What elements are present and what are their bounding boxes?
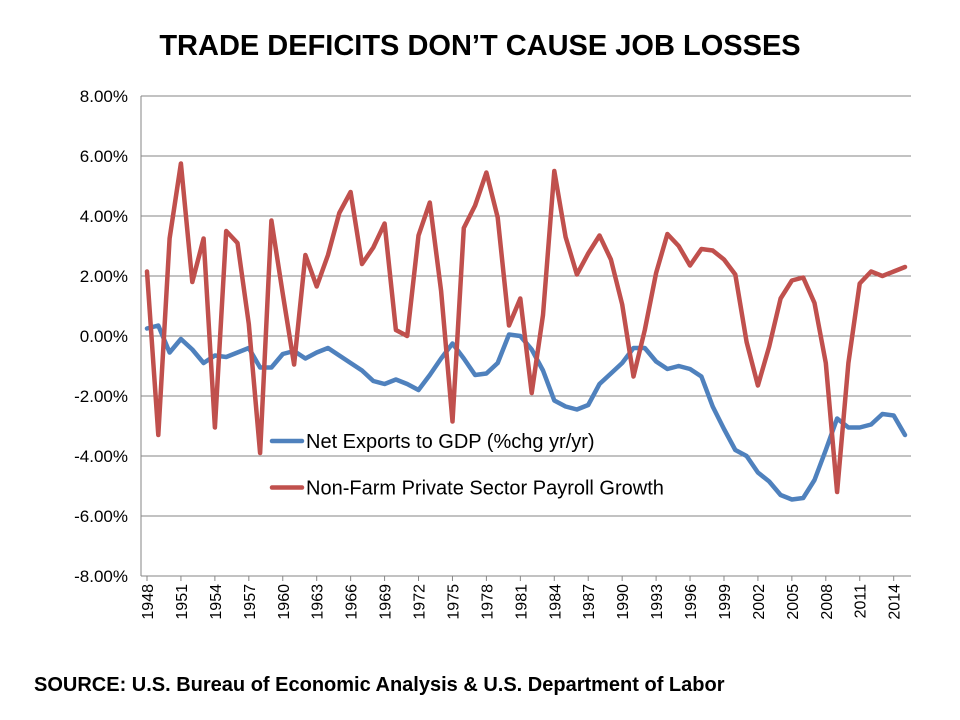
x-tick-label: 1975	[445, 584, 462, 620]
legend-label: Net Exports to GDP (%chg yr/yr)	[306, 431, 595, 453]
x-tick-label: 1984	[547, 584, 564, 620]
series-line-2	[144, 161, 908, 495]
y-tick-label: -2.00%	[74, 387, 128, 406]
y-tick-label: -6.00%	[74, 507, 128, 526]
x-tick-label: 2005	[785, 584, 802, 620]
y-tick-label: 8.00%	[80, 87, 128, 106]
x-tick-label: 1948	[140, 584, 157, 620]
x-tick-label: 1954	[208, 584, 225, 620]
x-tick-label: 1996	[683, 584, 700, 620]
x-tick-label: 1978	[479, 584, 496, 620]
x-tick-label: 1963	[310, 584, 327, 620]
x-tick-label: 1990	[615, 584, 632, 620]
x-tick-label: 1993	[649, 584, 666, 620]
series-lines	[144, 161, 908, 502]
y-tick-label: 2.00%	[80, 267, 128, 286]
y-tick-label: 4.00%	[80, 207, 128, 226]
x-tick-label: 2014	[887, 584, 904, 620]
y-tick-label: -8.00%	[74, 567, 128, 586]
legend: Net Exports to GDP (%chg yr/yr) Non-Farm …	[269, 431, 664, 500]
x-tick-label: 1987	[581, 584, 598, 620]
y-tick-label: 0.00%	[80, 327, 128, 346]
y-axis-ticks: 8.00% 6.00% 4.00% 2.00% 0.00% -2.00% -4.00% -6.…	[74, 87, 128, 586]
x-tick-label: 2008	[819, 584, 836, 620]
x-tick-label: 1969	[378, 584, 395, 620]
legend-label: Non-Farm Private Sector Payroll Growth	[306, 478, 664, 500]
y-tick-label: -4.00%	[74, 447, 128, 466]
x-axis-ticks: 1948 1951 1954 1957 1960 1963 1966 1969 1972 1975…	[140, 576, 904, 620]
x-tick-label: 1981	[513, 584, 530, 620]
x-tick-label: 2011	[853, 584, 870, 619]
source-note: SOURCE: U.S. Bureau of Economic Analysis…	[34, 674, 725, 696]
x-tick-label: 2002	[751, 584, 768, 620]
x-tick-label: 1960	[276, 584, 293, 620]
x-tick-label: 1972	[412, 584, 429, 620]
chart-title: TRADE DEFICITS DON’T CAUSE JOB LOSSES	[159, 30, 801, 62]
x-tick-label: 1966	[344, 584, 361, 620]
x-tick-label: 1957	[242, 584, 259, 620]
y-tick-label: 6.00%	[80, 147, 128, 166]
x-tick-label: 1951	[174, 584, 191, 620]
x-tick-label: 1999	[717, 584, 734, 620]
